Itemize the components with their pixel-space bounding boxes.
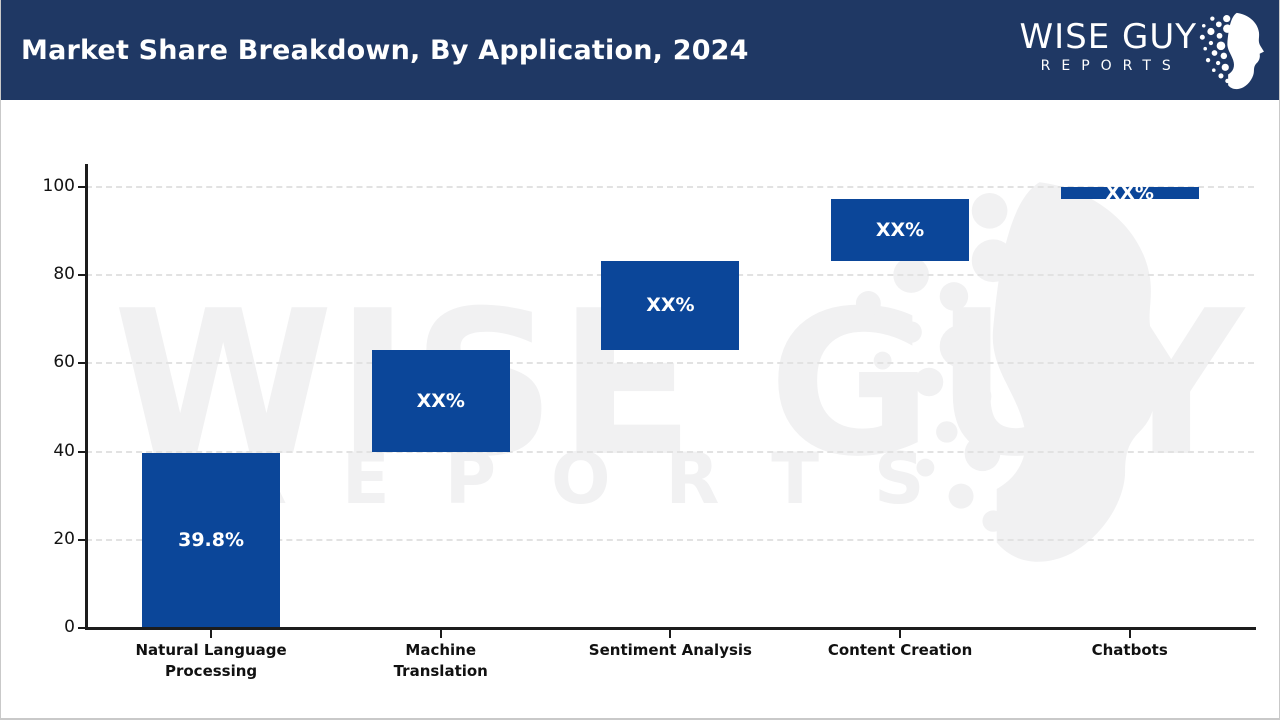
gridline-40 <box>86 450 1254 453</box>
y-tick-label-60: 60 <box>53 352 75 373</box>
gridline-60 <box>86 362 1254 365</box>
bar-value-label: XX% <box>416 390 465 413</box>
y-tick-label-20: 20 <box>53 528 75 549</box>
bar-chatbots <box>1060 187 1199 199</box>
x-tick-mark-0 <box>210 630 213 638</box>
y-tick-mark-40 <box>78 450 86 453</box>
x-axis-line <box>85 627 1256 630</box>
y-tick-mark-20 <box>78 538 86 541</box>
plot-area: 39.8% XX% XX% XX% XX% <box>86 165 1254 628</box>
dotted-head-icon <box>1199 12 1264 90</box>
x-tick-mark-1 <box>439 630 442 638</box>
bar-natural-language-processing <box>142 452 281 628</box>
y-tick-label-100: 100 <box>42 176 75 197</box>
y-tick-mark-80 <box>78 274 86 277</box>
bar-value-label: XX% <box>646 294 695 317</box>
bar-machine-translation <box>371 350 510 453</box>
x-category-label: Chatbots <box>1091 641 1168 659</box>
brand-name-top: WISE GUY <box>1019 17 1197 57</box>
page-title: Market Share Breakdown, By Application, … <box>21 34 749 66</box>
brand-wordmark: WISE GUY REPORTS <box>1019 17 1197 74</box>
x-tick-mark-2 <box>669 630 672 638</box>
header-band: Market Share Breakdown, By Application, … <box>1 0 1279 100</box>
bar-value-label: XX% <box>875 218 925 241</box>
bar-value-label: XX% <box>1105 182 1154 204</box>
bar-content-creation <box>831 198 970 261</box>
y-axis-line <box>85 164 88 630</box>
y-tick-mark-100 <box>78 186 86 189</box>
bar-value-label: 39.8% <box>178 529 245 552</box>
x-tick-mark-4 <box>1128 630 1131 638</box>
x-category-label: Machine Translation <box>393 641 488 680</box>
x-tick-mark-3 <box>899 630 902 638</box>
y-tick-label-0: 0 <box>64 617 75 637</box>
x-category-label: Natural Language Processing <box>135 641 287 680</box>
gridline-20 <box>86 538 1254 541</box>
x-category-label: Content Creation <box>827 641 973 659</box>
y-tick-mark-60 <box>78 362 86 365</box>
bar-sentiment-analysis <box>601 260 740 351</box>
gridline-100 <box>86 186 1254 189</box>
y-tick-label-80: 80 <box>53 264 75 285</box>
y-tick-mark-0 <box>78 627 86 629</box>
brand-logo: WISE GUY REPORTS <box>1007 6 1267 98</box>
y-tick-label-40: 40 <box>53 440 75 461</box>
brand-name-bottom: REPORTS <box>1040 57 1182 74</box>
x-category-label: Sentiment Analysis <box>588 641 752 659</box>
